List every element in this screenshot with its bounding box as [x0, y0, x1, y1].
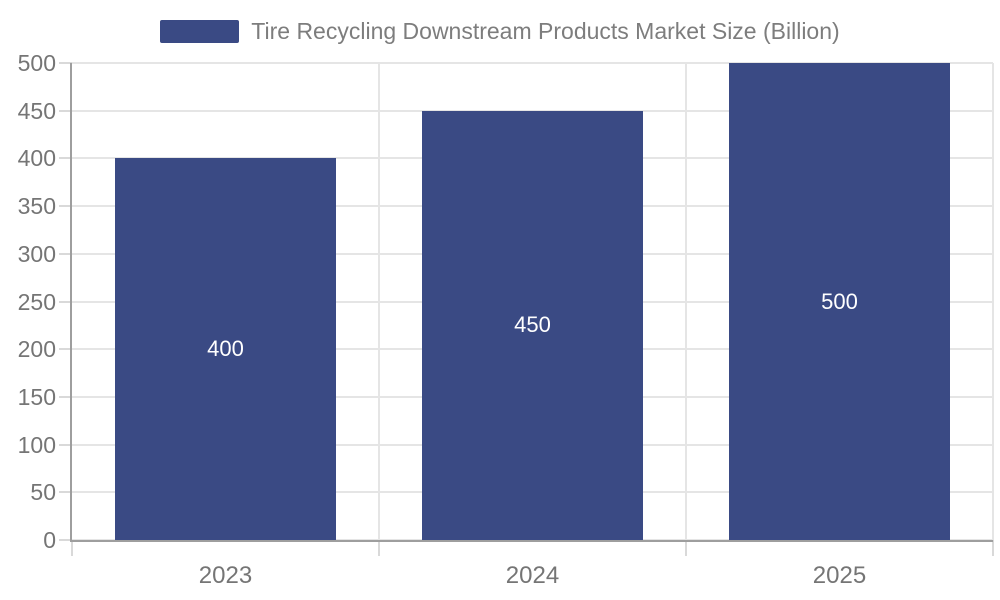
y-axis-line	[70, 63, 72, 542]
y-tick-mark	[59, 109, 72, 112]
bar-2025[interactable]: 500	[729, 63, 950, 540]
y-tick-mark	[59, 395, 72, 398]
bar-value-label: 450	[514, 312, 551, 338]
x-tick-label: 2023	[198, 562, 253, 589]
legend-swatch-icon	[160, 19, 240, 43]
y-tick-label: 250	[17, 288, 56, 315]
y-tick-mark	[59, 205, 72, 208]
x-axis-line	[70, 540, 993, 542]
y-tick-label: 450	[17, 97, 56, 124]
y-tick-label: 300	[17, 240, 56, 267]
x-tick-mark	[685, 540, 687, 556]
y-tick-mark	[59, 539, 72, 541]
y-tick-mark	[59, 62, 72, 64]
v-gridline	[992, 63, 994, 540]
h-gridline	[72, 62, 993, 64]
x-tick-mark	[378, 540, 380, 556]
plot-area: 0 50 100 150 200 250 300 350 400 450 500 400 2023 450…	[18, 50, 994, 589]
y-tick-mark	[59, 491, 72, 494]
y-tick-label: 100	[17, 431, 56, 458]
y-tick-mark	[59, 348, 72, 351]
x-tick-label: 2024	[505, 562, 560, 589]
bar-2023[interactable]: 400	[115, 158, 336, 540]
y-tick-label: 0	[43, 527, 56, 553]
y-tick-mark	[59, 157, 72, 160]
bar-2024[interactable]: 450	[422, 110, 643, 540]
y-tick-label: 350	[17, 193, 56, 220]
legend-series-label: Tire Recycling Downstream Products Marke…	[251, 17, 840, 44]
y-tick-label: 200	[17, 336, 56, 363]
y-tick-mark	[59, 252, 72, 255]
x-tick-mark	[71, 540, 73, 556]
y-tick-label: 500	[17, 50, 56, 76]
chart-legend-item[interactable]: Tire Recycling Downstream Products Marke…	[0, 13, 1000, 49]
y-tick-mark	[59, 300, 72, 303]
v-gridline	[378, 63, 380, 540]
y-tick-label: 50	[30, 479, 56, 506]
bar-value-label: 400	[207, 336, 244, 362]
x-tick-mark	[992, 540, 994, 556]
y-tick-label: 400	[17, 145, 56, 172]
x-tick-label: 2025	[812, 562, 867, 589]
y-tick-label: 150	[17, 383, 56, 410]
y-tick-mark	[59, 443, 72, 446]
v-gridline	[685, 63, 687, 540]
bar-value-label: 500	[821, 288, 858, 314]
